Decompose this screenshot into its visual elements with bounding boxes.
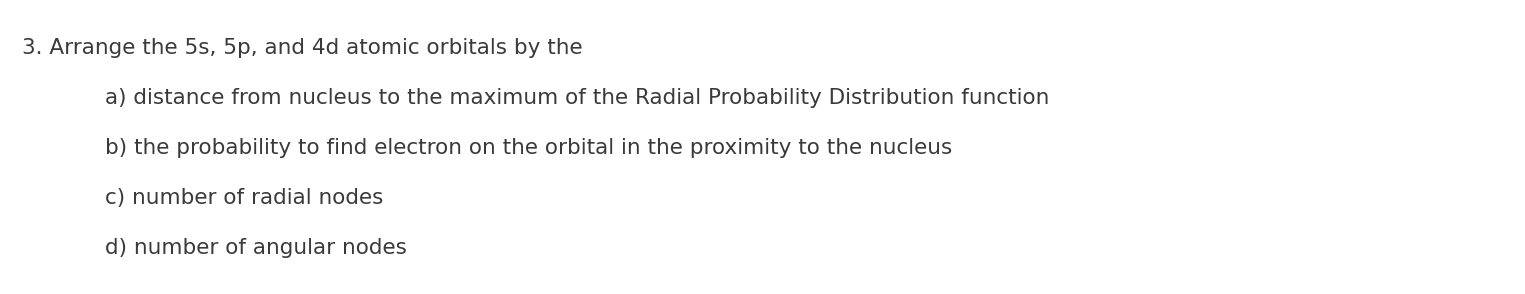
Text: d) number of angular nodes: d) number of angular nodes [105, 238, 407, 258]
Text: 3. Arrange the 5s, 5p, and 4d atomic orbitals by the: 3. Arrange the 5s, 5p, and 4d atomic orb… [21, 38, 583, 58]
Text: b) the probability to find electron on the orbital in the proximity to the nucle: b) the probability to find electron on t… [105, 138, 952, 158]
Text: c) number of radial nodes: c) number of radial nodes [105, 188, 383, 208]
Text: a) distance from nucleus to the maximum of the Radial Probability Distribution f: a) distance from nucleus to the maximum … [105, 88, 1049, 108]
